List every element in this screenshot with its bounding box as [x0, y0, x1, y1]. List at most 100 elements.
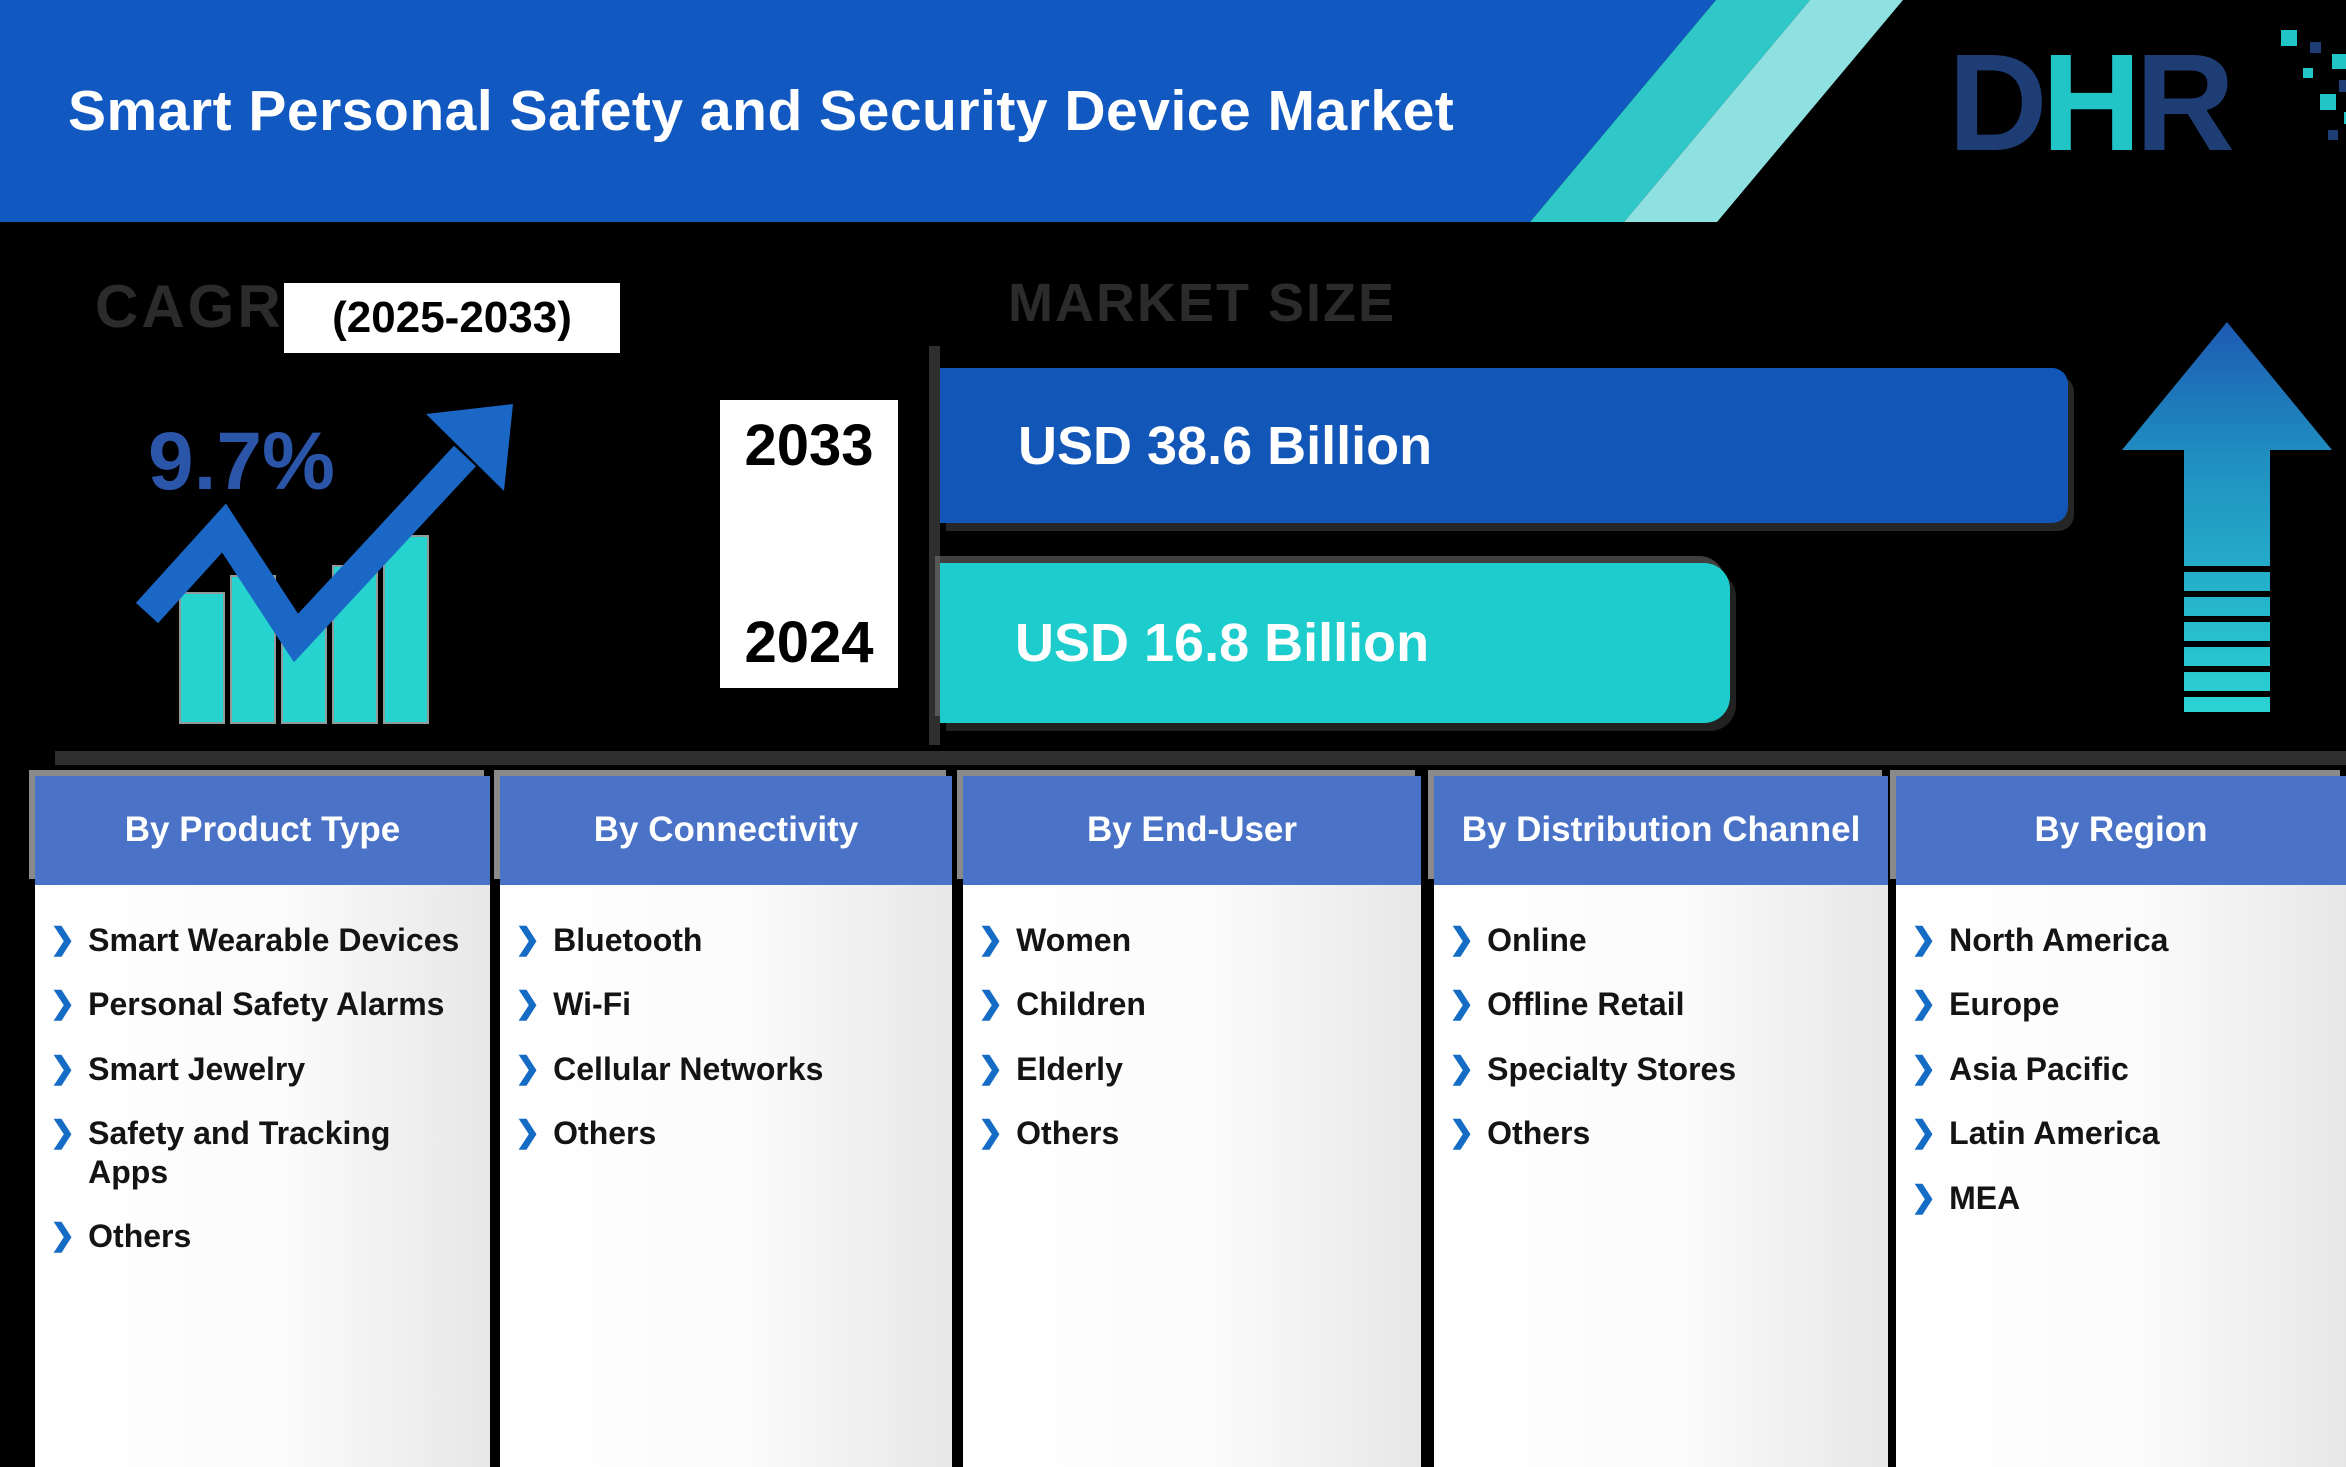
- chevron-right-icon: ❯: [978, 923, 1004, 956]
- cagr-label: CAGR: [95, 273, 284, 340]
- list-item-label: Elderly: [1016, 1050, 1123, 1087]
- column-body: ❯ Women ❯ Children ❯ Elderly ❯ Others: [963, 885, 1421, 1467]
- list-item: ❯ Europe: [1911, 985, 2328, 1023]
- list-item: ❯ Cellular Networks: [515, 1050, 934, 1088]
- list-item-label: Smart Jewelry: [88, 1050, 306, 1087]
- chevron-right-icon: ❯: [978, 1116, 1004, 1150]
- list-item: ❯ Smart Wearable Devices: [50, 921, 472, 959]
- chevron-right-icon: ❯: [1449, 923, 1475, 956]
- list-item: ❯ Bluetooth: [515, 921, 934, 959]
- list-item-label: Others: [1016, 1115, 1120, 1152]
- banner-background: [0, 0, 1716, 222]
- page-title: Smart Personal Safety and Security Devic…: [68, 79, 1455, 143]
- logo-pixel-icon: [2339, 80, 2346, 92]
- logo-pixel-icon: [2344, 112, 2346, 124]
- list-item: ❯ Children: [978, 985, 1403, 1023]
- market-size-title: MARKET SIZE: [1008, 273, 1397, 333]
- cagr-range-box: (2025-2033): [284, 283, 620, 353]
- list-item: ❯ Safety and Tracking Apps: [50, 1114, 472, 1191]
- list-item-label: North America: [1949, 922, 2169, 958]
- list-item: ❯ Wi-Fi: [515, 985, 934, 1023]
- list-item-label: Specialty Stores: [1487, 1050, 1737, 1087]
- chevron-right-icon: ❯: [50, 987, 76, 1021]
- year-2024-label: 2024: [744, 610, 874, 675]
- section-divider: [55, 751, 2346, 765]
- list-item: ❯ Latin America: [1911, 1114, 2328, 1152]
- logo-pixel-icon: [2303, 68, 2313, 78]
- list-item: ❯ Personal Safety Alarms: [50, 985, 472, 1023]
- list-item: ❯ Others: [50, 1217, 472, 1255]
- logo-letter-r: R: [2135, 26, 2235, 180]
- chevron-right-icon: ❯: [515, 1051, 541, 1085]
- segment-column-product-type: By Product Type ❯ Smart Wearable Devices ❯…: [35, 776, 490, 1467]
- chevron-right-icon: ❯: [50, 1218, 76, 1252]
- list-item: ❯ Offline Retail: [1449, 985, 1870, 1023]
- chevron-right-icon: ❯: [1911, 987, 1937, 1021]
- chevron-right-icon: ❯: [50, 923, 76, 956]
- logo-pixel-icon: [2328, 130, 2338, 140]
- column-body: ❯ Bluetooth ❯ Wi-Fi ❯ Cellular Networks ❯ Other…: [500, 885, 952, 1467]
- list-item-label: Safety and Tracking Apps: [88, 1115, 391, 1190]
- list-item: ❯ Smart Jewelry: [50, 1050, 472, 1088]
- segment-column-end-user: By End-User ❯ Women ❯ Children ❯ Elderly ❯ Othe…: [963, 776, 1421, 1467]
- column-header: By Region: [1896, 776, 2346, 885]
- chevron-right-icon: ❯: [515, 987, 541, 1021]
- chevron-right-icon: ❯: [50, 1051, 76, 1085]
- list-item-label: Bluetooth: [553, 922, 703, 958]
- chevron-right-icon: ❯: [1449, 1051, 1475, 1085]
- chevron-right-icon: ❯: [50, 1116, 76, 1150]
- chevron-right-icon: ❯: [1449, 1116, 1475, 1150]
- year-box: 2033 2024: [720, 400, 898, 688]
- chevron-right-icon: ❯: [515, 1116, 541, 1150]
- list-item-label: Wi-Fi: [553, 986, 632, 1023]
- market-size-value-2033: USD 38.6 Billion: [1018, 415, 1433, 476]
- logo-pixel-icon: [2310, 42, 2321, 53]
- column-header: By Connectivity: [500, 776, 952, 885]
- chevron-right-icon: ❯: [1911, 1180, 1937, 1214]
- logo-pixel-icon: [2281, 30, 2297, 46]
- chevron-right-icon: ❯: [1911, 923, 1937, 956]
- up-arrow-head: [2122, 322, 2332, 450]
- list-item: ❯ Others: [515, 1114, 934, 1152]
- column-body: ❯ Online ❯ Offline Retail ❯ Specialty Stores ❯…: [1434, 885, 1888, 1467]
- list-item-label: Latin America: [1949, 1115, 2160, 1152]
- growth-chart-icon: [135, 404, 513, 724]
- segment-column-distribution-channel: By Distribution Channel ❯ Online ❯ Offline …: [1434, 776, 1888, 1467]
- logo-letter-d: D: [1948, 26, 2048, 180]
- list-item: ❯ Specialty Stores: [1449, 1050, 1870, 1088]
- list-item: ❯ Online: [1449, 921, 1870, 959]
- list-item-label: Europe: [1949, 986, 2060, 1023]
- column-header: By End-User: [963, 776, 1421, 885]
- list-item-label: Others: [1487, 1115, 1591, 1152]
- up-arrow-icon: [2122, 322, 2332, 712]
- logo-letter-h: H: [2041, 26, 2142, 180]
- column-body: ❯ Smart Wearable Devices ❯ Personal Safety …: [35, 885, 490, 1467]
- cagr-range: (2025-2033): [332, 293, 572, 342]
- list-item: ❯ North America: [1911, 921, 2328, 959]
- chevron-right-icon: ❯: [1449, 987, 1475, 1021]
- segment-column-connectivity: By Connectivity ❯ Bluetooth ❯ Wi-Fi ❯ Cellula…: [500, 776, 952, 1467]
- chevron-right-icon: ❯: [978, 1051, 1004, 1085]
- chevron-right-icon: ❯: [978, 987, 1004, 1021]
- list-item: ❯ Asia Pacific: [1911, 1050, 2328, 1088]
- year-2033-label: 2033: [744, 413, 874, 478]
- list-item-label: Offline Retail: [1487, 986, 1685, 1023]
- dhr-logo: DHR: [1948, 28, 2346, 188]
- list-item-label: Children: [1016, 986, 1146, 1023]
- list-item-label: MEA: [1949, 1179, 2021, 1216]
- list-item-label: Smart Wearable Devices: [88, 922, 460, 958]
- column-header: By Distribution Channel: [1434, 776, 1888, 885]
- list-item-label: Others: [88, 1217, 192, 1254]
- segment-column-region: By Region ❯ North America ❯ Europe ❯ Asia Pac…: [1896, 776, 2346, 1467]
- list-item: ❯ Elderly: [978, 1050, 1403, 1088]
- list-item-label: Others: [553, 1115, 657, 1152]
- market-size-value-2024: USD 16.8 Billion: [1015, 613, 1430, 673]
- cagr-value: 9.7%: [148, 416, 335, 507]
- list-item-label: Personal Safety Alarms: [88, 986, 445, 1023]
- column-body: ❯ North America ❯ Europe ❯ Asia Pacific ❯ Latin…: [1896, 885, 2346, 1467]
- market-size-bar-2033: USD 38.6 Billion: [940, 368, 2068, 523]
- chevron-right-icon: ❯: [1911, 1116, 1937, 1150]
- list-item: ❯ Others: [978, 1114, 1403, 1152]
- list-item: ❯ Others: [1449, 1114, 1870, 1152]
